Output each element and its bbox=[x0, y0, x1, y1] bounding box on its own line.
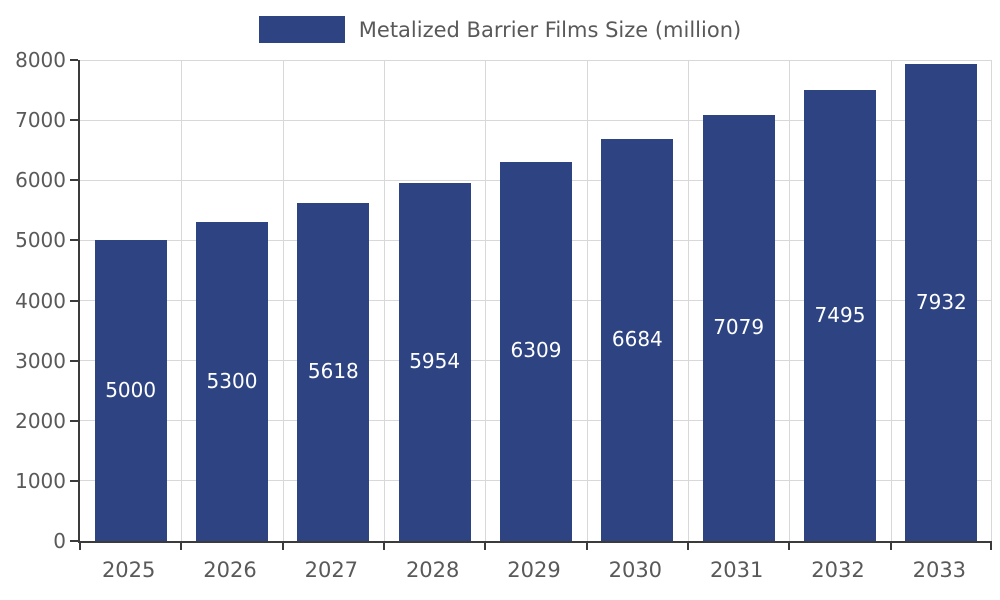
y-tick-mark bbox=[70, 179, 78, 182]
gridline-vertical bbox=[586, 60, 588, 541]
legend-label: Metalized Barrier Films Size (million) bbox=[358, 17, 742, 42]
bar-value-label: 7079 bbox=[713, 315, 765, 340]
bar: 5300 bbox=[196, 222, 268, 541]
y-tick-mark bbox=[70, 119, 78, 122]
y-tick-mark bbox=[70, 239, 78, 242]
x-tick-label: 2025 bbox=[101, 558, 156, 582]
x-tick-label: 2027 bbox=[304, 558, 359, 582]
bar-value-label: 5618 bbox=[307, 359, 359, 384]
x-tick-label: 2029 bbox=[507, 558, 561, 582]
y-tick-mark bbox=[70, 419, 78, 422]
x-tick-mark bbox=[990, 543, 992, 550]
y-tick-label: 1000 bbox=[15, 468, 66, 493]
y-tick-label: 5000 bbox=[15, 228, 66, 253]
gridline-vertical bbox=[384, 60, 385, 541]
x-tick-label: 2026 bbox=[203, 558, 257, 582]
legend-swatch bbox=[258, 16, 345, 43]
y-tick-mark bbox=[70, 540, 78, 542]
y-tick-mark bbox=[70, 59, 78, 61]
x-tick-label: 2028 bbox=[405, 558, 460, 582]
x-tick-mark bbox=[585, 543, 588, 550]
bar-value-label: 5954 bbox=[409, 349, 461, 374]
bar-value-label: 6309 bbox=[510, 338, 562, 363]
y-tick-label: 0 bbox=[53, 529, 66, 553]
bar: 6309 bbox=[500, 161, 572, 541]
y-tick-label: 7000 bbox=[15, 108, 66, 133]
gridline-vertical bbox=[181, 60, 183, 541]
legend: Metalized Barrier Films Size (million) bbox=[0, 16, 1000, 43]
gridline-vertical bbox=[485, 60, 487, 541]
gridline-vertical bbox=[789, 60, 791, 541]
gridline-vertical bbox=[890, 60, 892, 541]
gridline-vertical bbox=[688, 60, 689, 541]
bar: 5000 bbox=[94, 240, 167, 541]
bar-value-label: 5000 bbox=[105, 377, 157, 402]
x-tick-mark bbox=[889, 543, 892, 550]
bar-value-label: 7932 bbox=[915, 289, 967, 314]
x-tick-mark bbox=[180, 543, 183, 550]
y-tick-mark bbox=[70, 359, 78, 362]
plot-area: 5000 5300 5618 5954 6309 6684 7079 7495 7932 bbox=[70, 59, 992, 550]
y-tick-mark bbox=[70, 299, 78, 302]
x-tick-mark bbox=[281, 543, 284, 550]
x-tick-label: 2032 bbox=[811, 558, 865, 582]
bar: 5618 bbox=[297, 203, 370, 541]
gridline-horizontal bbox=[80, 119, 992, 121]
gridline-vertical bbox=[991, 60, 992, 541]
gridline-horizontal bbox=[80, 59, 992, 61]
x-tick-mark bbox=[79, 543, 81, 550]
y-tick-label: 6000 bbox=[15, 168, 66, 193]
bar-value-label: 7495 bbox=[814, 302, 866, 327]
bar-value-label: 5300 bbox=[206, 368, 258, 393]
y-tick-label: 2000 bbox=[15, 408, 66, 433]
x-tick-mark bbox=[383, 543, 385, 550]
x-tick-mark bbox=[788, 543, 791, 550]
bar: 7932 bbox=[905, 64, 978, 541]
y-tick-label: 4000 bbox=[15, 288, 66, 313]
x-tick-mark bbox=[484, 543, 487, 550]
y-tick-label: 8000 bbox=[15, 48, 66, 72]
x-tick-label: 2030 bbox=[608, 558, 663, 582]
bar: 5954 bbox=[398, 183, 471, 541]
bar: 7495 bbox=[804, 90, 876, 541]
x-tick-mark bbox=[687, 543, 689, 550]
bar-value-label: 6684 bbox=[611, 327, 663, 352]
gridline-vertical bbox=[282, 60, 284, 541]
y-tick-label: 3000 bbox=[15, 348, 66, 373]
bar: 7079 bbox=[702, 115, 775, 541]
x-tick-label: 2033 bbox=[912, 558, 967, 582]
bar: 6684 bbox=[601, 139, 674, 541]
y-tick-mark bbox=[70, 479, 78, 482]
x-tick-label: 2031 bbox=[709, 558, 764, 582]
